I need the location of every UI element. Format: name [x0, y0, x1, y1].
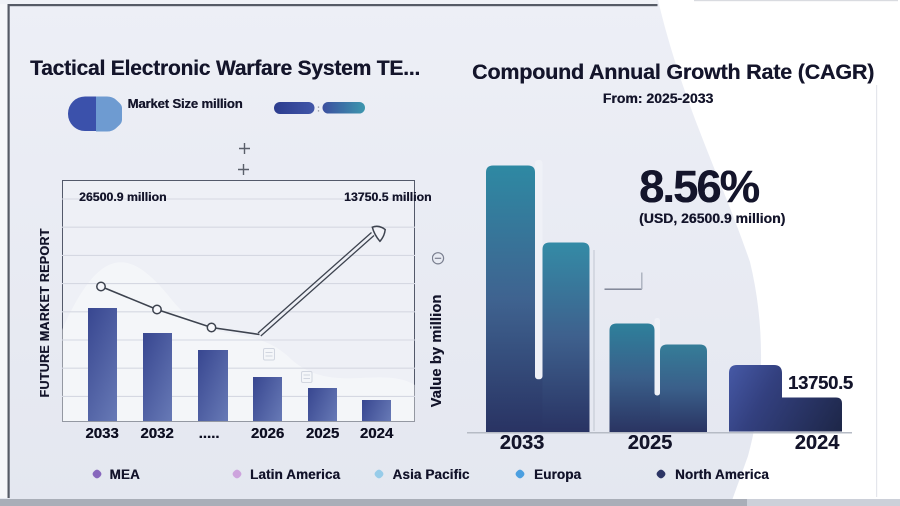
svg-text::: :	[317, 104, 320, 114]
